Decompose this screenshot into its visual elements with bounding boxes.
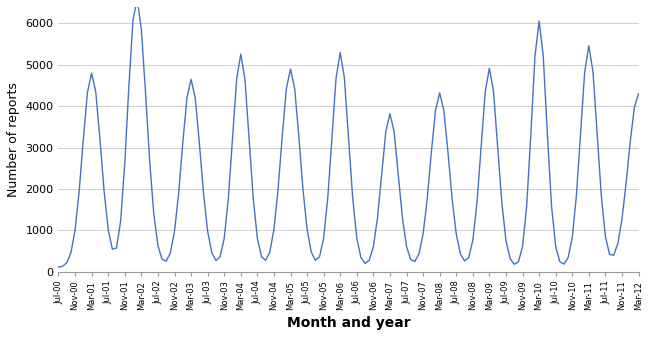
X-axis label: Month and year: Month and year [287,316,410,330]
Y-axis label: Number of reports: Number of reports [7,82,20,197]
